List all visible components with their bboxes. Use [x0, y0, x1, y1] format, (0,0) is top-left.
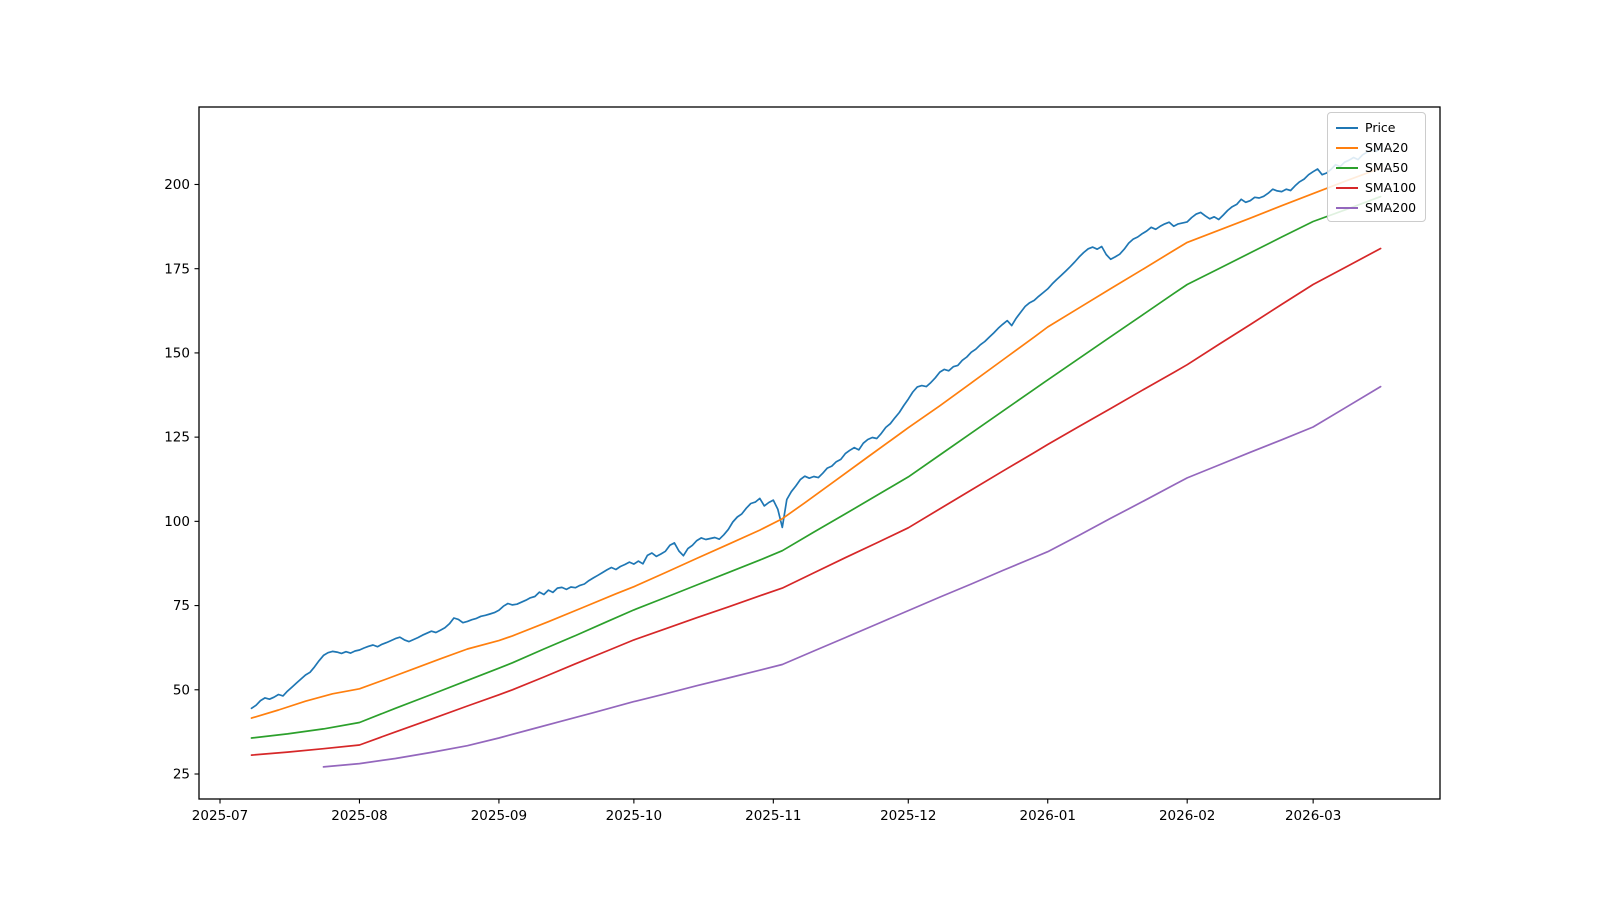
- sma50-line: [250, 195, 1382, 739]
- y-tick-label: 150: [164, 346, 190, 362]
- legend-label-sma200: SMA200: [1365, 200, 1417, 215]
- x-tick-label: 2026-01: [1020, 808, 1076, 824]
- y-tick-label: 25: [173, 767, 190, 783]
- y-tick-label: 100: [164, 514, 190, 530]
- legend-label-price: Price: [1365, 120, 1396, 135]
- x-tick-label: 2025-07: [192, 808, 248, 824]
- x-tick-label: 2025-09: [471, 808, 527, 824]
- legend-item-sma100: SMA100: [1336, 178, 1416, 198]
- x-tick-label: 2025-11: [745, 808, 801, 824]
- x-tick-label: 2025-10: [606, 808, 662, 824]
- legend-label-sma50: SMA50: [1365, 160, 1409, 175]
- y-tick-label: 200: [164, 177, 190, 193]
- x-tick-label: 2026-02: [1159, 808, 1215, 824]
- legend-swatch-sma200: [1336, 207, 1358, 209]
- legend: Price SMA20 SMA50 SMA100 SMA200: [1327, 112, 1427, 222]
- legend-item-sma50: SMA50: [1336, 158, 1416, 178]
- legend-swatch-price: [1336, 127, 1358, 129]
- y-tick-label: 125: [164, 430, 190, 446]
- plot-frame: [198, 106, 1441, 800]
- legend-item-price: Price: [1336, 118, 1416, 138]
- x-tick-label: 2026-03: [1285, 808, 1341, 824]
- legend-item-sma200: SMA200: [1336, 198, 1416, 218]
- legend-swatch-sma20: [1336, 147, 1358, 149]
- y-tick-label: 50: [173, 682, 190, 698]
- y-tick-label: 75: [173, 598, 190, 614]
- sma200-line: [322, 385, 1382, 768]
- legend-label-sma100: SMA100: [1365, 180, 1417, 195]
- legend-item-sma20: SMA20: [1336, 138, 1416, 158]
- legend-swatch-sma100: [1336, 187, 1358, 189]
- x-tick-label: 2025-12: [880, 808, 936, 824]
- price-line: [250, 146, 1382, 710]
- sma20-line: [250, 167, 1382, 719]
- y-tick-label: 175: [164, 261, 190, 277]
- sma100-line: [250, 247, 1382, 756]
- x-tick-label: 2025-08: [331, 808, 387, 824]
- legend-label-sma20: SMA20: [1365, 140, 1409, 155]
- legend-swatch-sma50: [1336, 167, 1358, 169]
